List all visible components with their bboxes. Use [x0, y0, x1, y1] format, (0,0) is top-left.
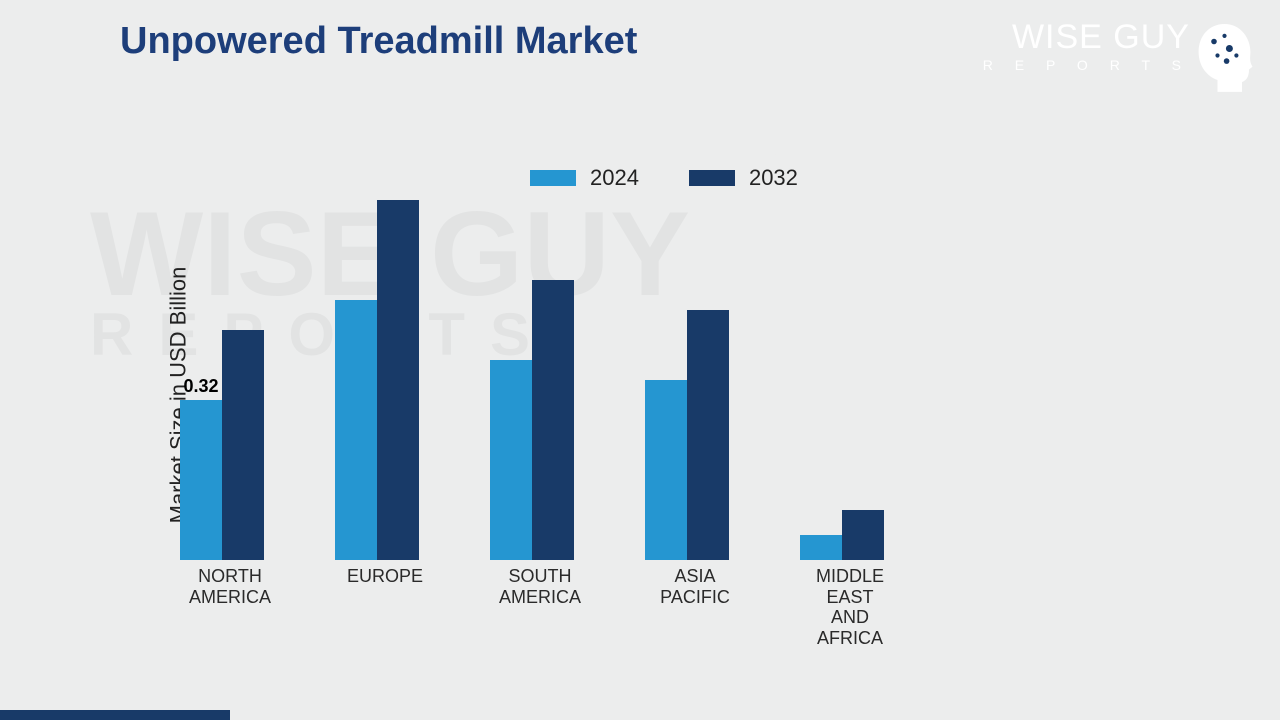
category-label: NORTHAMERICA [170, 566, 290, 607]
bar [842, 510, 884, 560]
bar [222, 330, 264, 560]
footer-accent-bar [0, 710, 230, 720]
category-label: EUROPE [325, 566, 445, 587]
bar [335, 300, 377, 560]
bar [490, 360, 532, 560]
brand-line2: R E P O R T S [983, 58, 1190, 73]
sidebar-panel [970, 0, 1280, 720]
category-label: ASIAPACIFIC [635, 566, 755, 607]
bar [687, 310, 729, 560]
chart-title: Unpowered Treadmill Market [120, 20, 637, 63]
bar [377, 200, 419, 560]
bar [645, 380, 687, 560]
bar [532, 280, 574, 560]
category-label: SOUTHAMERICA [480, 566, 600, 607]
chart-area: Market Size in USD Billion 0.32NORTHAMER… [70, 160, 900, 630]
bar: 0.32 [180, 400, 222, 560]
plot-region: 0.32NORTHAMERICAEUROPESOUTHAMERICAASIAPA… [130, 160, 900, 560]
category-label: MIDDLEEASTANDAFRICA [790, 566, 910, 649]
brand-line1: WISE GUY [983, 20, 1190, 56]
brand-logo: WISE GUY R E P O R T S [983, 20, 1250, 72]
page: WISE GUY REPORTS WISE GUY R E P O R T S … [0, 0, 1280, 720]
bar [800, 535, 842, 560]
